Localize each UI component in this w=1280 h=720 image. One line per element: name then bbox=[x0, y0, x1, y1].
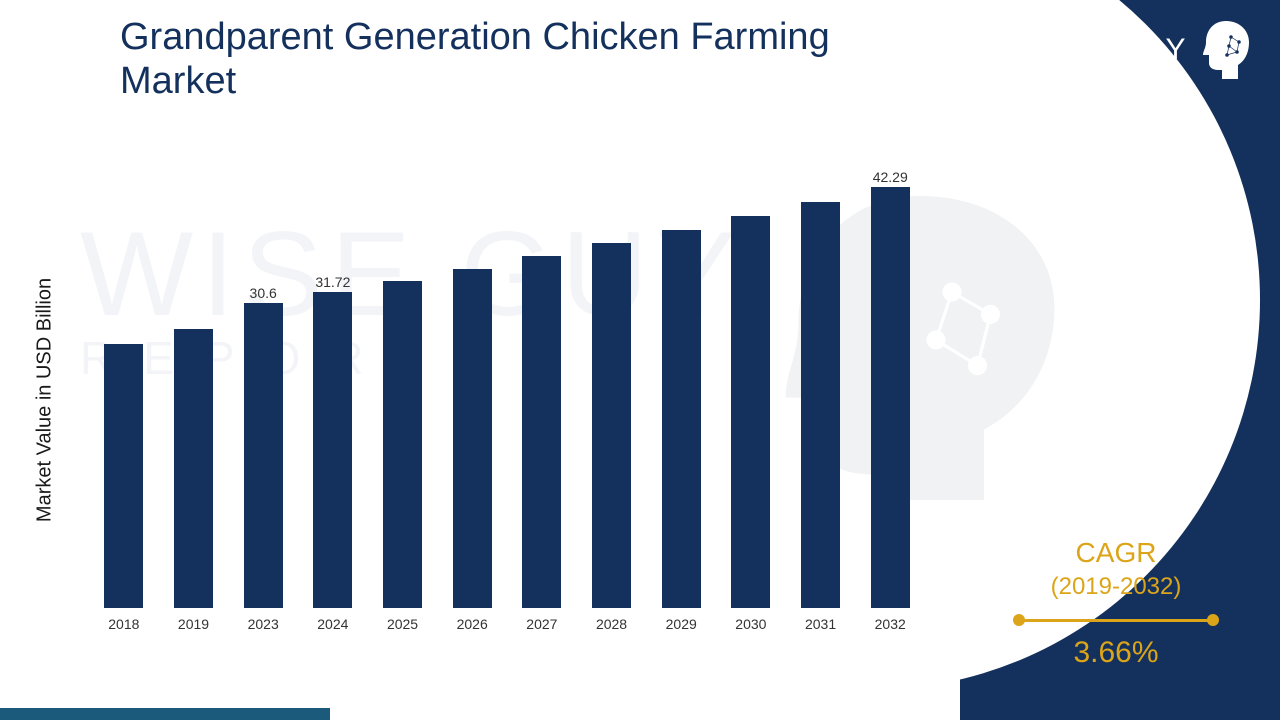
bar-wrap bbox=[646, 160, 716, 608]
x-tick-label: 2025 bbox=[368, 610, 438, 640]
x-axis: 2018201920232024202520262027202820292030… bbox=[89, 610, 925, 640]
chart-title: Grandparent Generation Chicken Farming M… bbox=[120, 16, 840, 103]
bar-wrap bbox=[507, 160, 577, 608]
bar-wrap bbox=[159, 160, 229, 608]
cagr-value: 3.66% bbox=[986, 636, 1246, 670]
x-tick-label: 2023 bbox=[228, 610, 298, 640]
x-tick-label: 2027 bbox=[507, 610, 577, 640]
logo-line2: REPORTS bbox=[982, 82, 1192, 97]
x-tick-label: 2029 bbox=[646, 610, 716, 640]
bar bbox=[104, 344, 143, 608]
cagr-divider bbox=[1016, 619, 1216, 622]
cagr-block: CAGR (2019-2032) 3.66% bbox=[986, 537, 1246, 670]
bar-wrap: 31.72 bbox=[298, 160, 368, 608]
bar-value-label: 42.29 bbox=[873, 169, 908, 185]
x-tick-label: 2030 bbox=[716, 610, 786, 640]
bar-wrap bbox=[437, 160, 507, 608]
chart-canvas: WISE GUY REPORTS Grandparent Generation … bbox=[0, 0, 1280, 720]
bar bbox=[871, 187, 910, 608]
x-tick-label: 2028 bbox=[577, 610, 647, 640]
bar bbox=[592, 243, 631, 608]
bar bbox=[662, 230, 701, 608]
bar-wrap: 42.29 bbox=[855, 160, 925, 608]
bar bbox=[313, 292, 352, 608]
bar bbox=[453, 269, 492, 608]
x-tick-label: 2031 bbox=[786, 610, 856, 640]
y-axis-label: Market Value in USD Billion bbox=[34, 278, 57, 522]
bar-wrap bbox=[368, 160, 438, 608]
plot-area: 30.6 31.72 42.29 bbox=[89, 160, 925, 608]
bar bbox=[383, 281, 422, 608]
x-tick-label: 2024 bbox=[298, 610, 368, 640]
bar bbox=[522, 256, 561, 608]
x-tick-label: 2019 bbox=[159, 610, 229, 640]
bar-wrap: 30.6 bbox=[228, 160, 298, 608]
bar-wrap bbox=[577, 160, 647, 608]
brand-logo: WISE GUY REPORTS bbox=[982, 20, 1252, 97]
bottom-accent-bar bbox=[0, 708, 330, 720]
logo-head-icon bbox=[1200, 20, 1252, 80]
bar-wrap bbox=[786, 160, 856, 608]
bar-wrap bbox=[716, 160, 786, 608]
cagr-title: CAGR bbox=[986, 537, 1246, 569]
bar bbox=[801, 202, 840, 608]
x-tick-label: 2032 bbox=[855, 610, 925, 640]
bar-chart: Market Value in USD Billion 30.631.7242.… bbox=[55, 160, 925, 640]
bar-value-label: 30.6 bbox=[250, 285, 277, 301]
bar-value-label: 31.72 bbox=[315, 274, 350, 290]
x-tick-label: 2018 bbox=[89, 610, 159, 640]
x-tick-label: 2026 bbox=[437, 610, 507, 640]
bar-wrap bbox=[89, 160, 159, 608]
bar bbox=[174, 329, 213, 608]
bar bbox=[731, 216, 770, 608]
cagr-period: (2019-2032) bbox=[986, 573, 1246, 601]
bar bbox=[244, 303, 283, 608]
logo-line1: WISE GUY bbox=[1008, 33, 1190, 67]
